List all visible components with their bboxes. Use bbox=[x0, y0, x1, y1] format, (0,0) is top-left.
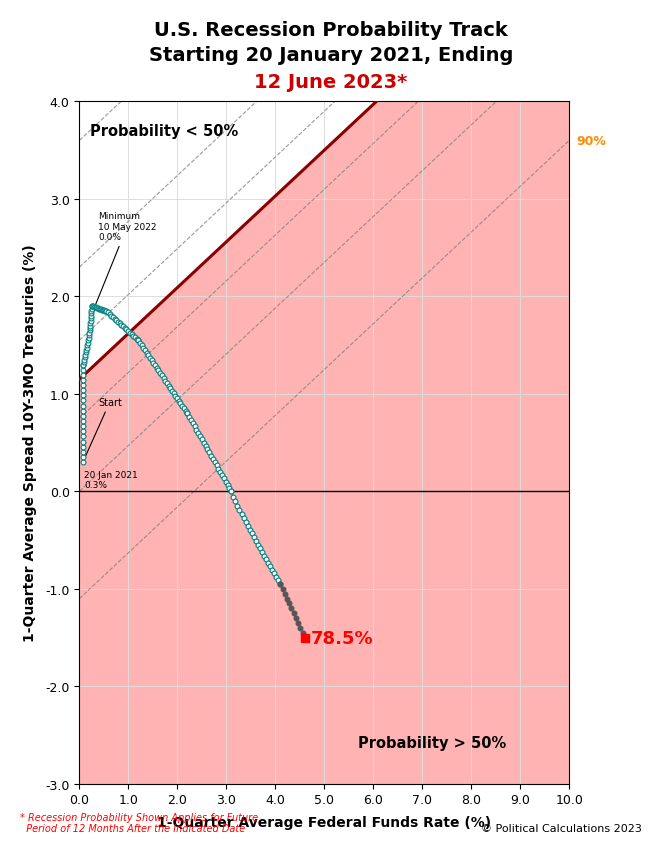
Text: 90%: 90% bbox=[577, 135, 606, 147]
Text: 12 June 2023*: 12 June 2023* bbox=[254, 72, 408, 91]
Text: U.S. Recession Probability Track
Starting 20 January 2021, Ending: U.S. Recession Probability Track Startin… bbox=[149, 21, 513, 66]
Text: * Recession Probability Shown Applies for Future
  Period of 12 Months After the: * Recession Probability Shown Applies fo… bbox=[20, 812, 258, 833]
Text: © Political Calculations 2023: © Political Calculations 2023 bbox=[481, 823, 642, 833]
Text: Probability > 50%: Probability > 50% bbox=[358, 734, 506, 750]
Text: Probability < 50%: Probability < 50% bbox=[90, 124, 238, 139]
Y-axis label: 1-Quarter Average Spread 10Y-3MO Treasuries (%): 1-Quarter Average Spread 10Y-3MO Treasur… bbox=[23, 245, 37, 642]
Text: 78.5%: 78.5% bbox=[310, 629, 373, 647]
Text: Minimum
10 May 2022
0.0%: Minimum 10 May 2022 0.0% bbox=[92, 212, 156, 314]
Text: 20 Jan 2021
0.3%: 20 Jan 2021 0.3% bbox=[84, 470, 138, 490]
X-axis label: 1-Quarter Average Federal Funds Rate (%): 1-Quarter Average Federal Funds Rate (%) bbox=[158, 815, 491, 829]
Text: Start: Start bbox=[84, 397, 122, 460]
